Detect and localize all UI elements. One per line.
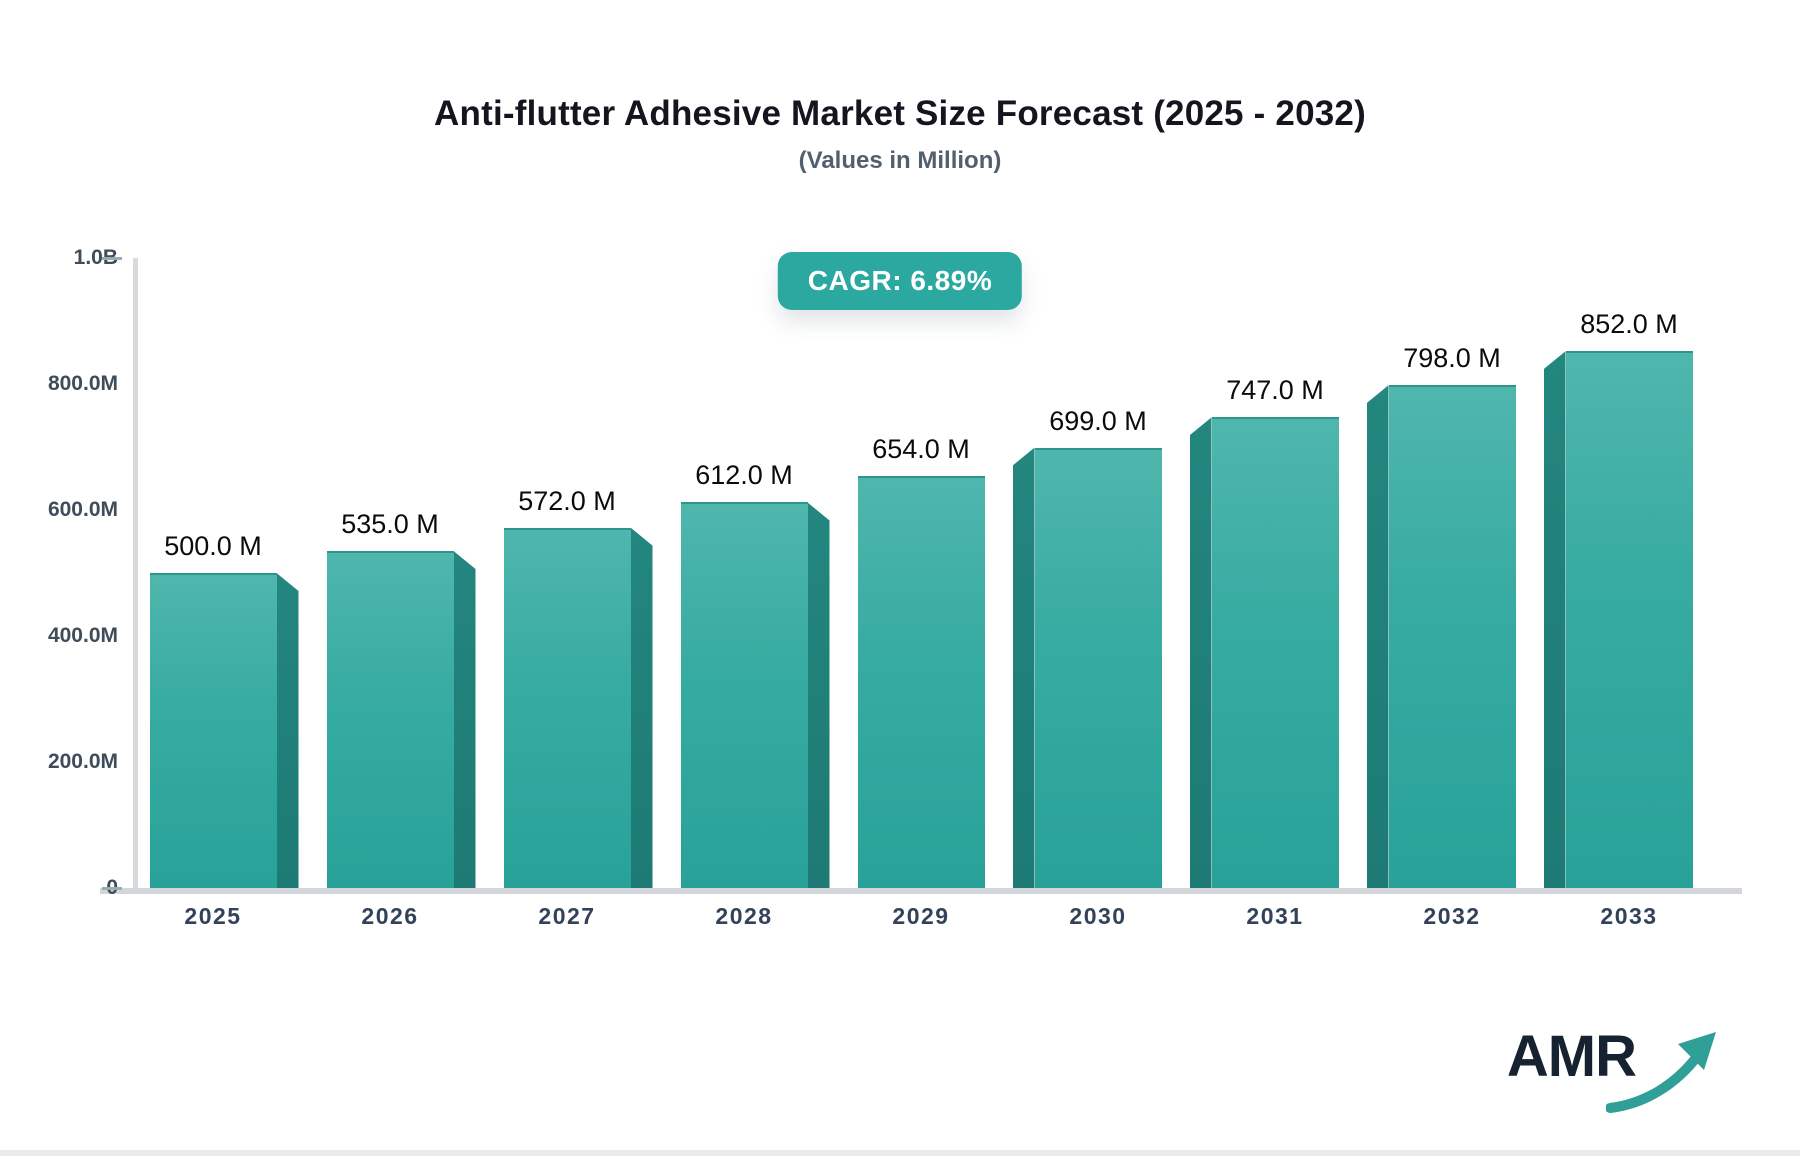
y-axis-line: [133, 258, 138, 888]
growth-arrow-icon: [1606, 1032, 1716, 1113]
x-tick-label: 2032: [1423, 903, 1481, 929]
bar-group: [1366, 385, 1516, 888]
bar-face: [1565, 351, 1693, 888]
x-tick-label: 2031: [1246, 903, 1304, 929]
bar-group: [503, 527, 653, 888]
bar-value-label: 535.0 M: [341, 508, 439, 539]
cagr-badge: CAGR: 6.89%: [777, 252, 1023, 310]
bar-side-panel: [1012, 447, 1035, 888]
bar-face: [149, 573, 277, 888]
bar-value-label: 654.0 M: [872, 433, 970, 464]
bottom-edge-divider: [0, 1150, 1800, 1156]
bar-face: [1388, 385, 1516, 888]
y-tick-mark: [102, 886, 122, 890]
bar-group: [857, 475, 985, 888]
bar-side-panel: [1543, 351, 1566, 888]
x-tick-label: 2029: [892, 903, 950, 929]
bar-value-label: 572.0 M: [518, 485, 616, 516]
bar-value-label: 699.0 M: [1049, 405, 1147, 436]
chart-subtitle: (Values in Million): [798, 147, 1002, 174]
bar-face: [1211, 417, 1339, 888]
bar-value-label: 500.0 M: [164, 531, 262, 561]
bar-group: [680, 502, 830, 888]
bar-side-panel: [807, 502, 830, 888]
bar-side-panel: [276, 573, 299, 888]
bar-value-label: 747.0 M: [1226, 375, 1324, 406]
bar-value-label: 798.0 M: [1403, 343, 1501, 374]
bar-value-label: 852.0 M: [1580, 309, 1678, 340]
bar-group: [1012, 447, 1162, 888]
amr-logo-text: AMR: [1506, 1024, 1637, 1089]
bar-group: [1543, 351, 1693, 888]
x-axis-baseline: [100, 888, 1742, 894]
bar-value-label: 612.0 M: [695, 460, 793, 491]
x-tick-label: 2026: [361, 903, 419, 929]
bar-face: [680, 502, 808, 888]
bar-group: [149, 573, 299, 888]
bar-face: [503, 527, 631, 888]
bar-side-panel: [1189, 417, 1212, 888]
chart-title: Anti-flutter Adhesive Market Size Foreca…: [434, 94, 1366, 133]
bar-side-panel: [453, 550, 476, 888]
x-tick-label: 2027: [538, 903, 596, 929]
y-tick-label: 400.0M: [47, 624, 118, 647]
x-tick-label: 2030: [1069, 903, 1127, 929]
x-tick-label: 2028: [715, 903, 773, 929]
x-tick-label: 2033: [1600, 903, 1658, 929]
bar-group: [1189, 417, 1339, 888]
y-tick-label: 200.0M: [47, 750, 118, 773]
bar-face: [326, 550, 454, 888]
x-tick-label: 2025: [184, 903, 242, 929]
bar-side-panel: [630, 527, 653, 888]
y-tick-label: 600.0M: [47, 498, 118, 521]
y-tick-mark: [102, 256, 122, 260]
bar-group: [326, 550, 476, 888]
amr-logo: AMR: [1507, 1028, 1718, 1118]
bar-face: [1034, 447, 1162, 888]
bar-side-panel: [1366, 385, 1389, 888]
y-tick-label: 1.0B: [73, 246, 118, 269]
y-tick-label: 800.0M: [47, 372, 118, 395]
bar-face: [857, 475, 985, 888]
